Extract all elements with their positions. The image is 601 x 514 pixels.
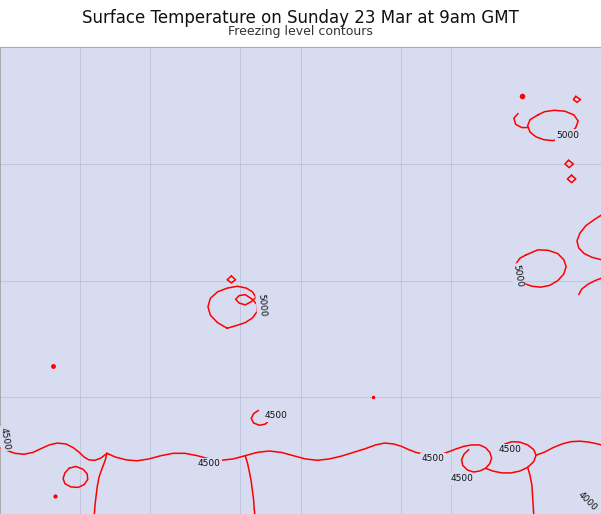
- Text: 4500: 4500: [421, 454, 444, 464]
- Text: 4500: 4500: [498, 445, 521, 454]
- Text: 5000: 5000: [257, 293, 267, 317]
- Text: 5000: 5000: [557, 131, 579, 139]
- Text: 4500: 4500: [450, 474, 473, 484]
- Text: Surface Temperature on Sunday 23 Mar at 9am GMT: Surface Temperature on Sunday 23 Mar at …: [82, 9, 519, 27]
- Text: 4000: 4000: [576, 490, 599, 512]
- Text: 4500: 4500: [198, 459, 221, 468]
- Text: Freezing level contours: Freezing level contours: [228, 25, 373, 38]
- Text: 4500: 4500: [265, 412, 288, 420]
- Text: 5000: 5000: [511, 264, 525, 288]
- Text: 4500: 4500: [0, 426, 11, 450]
